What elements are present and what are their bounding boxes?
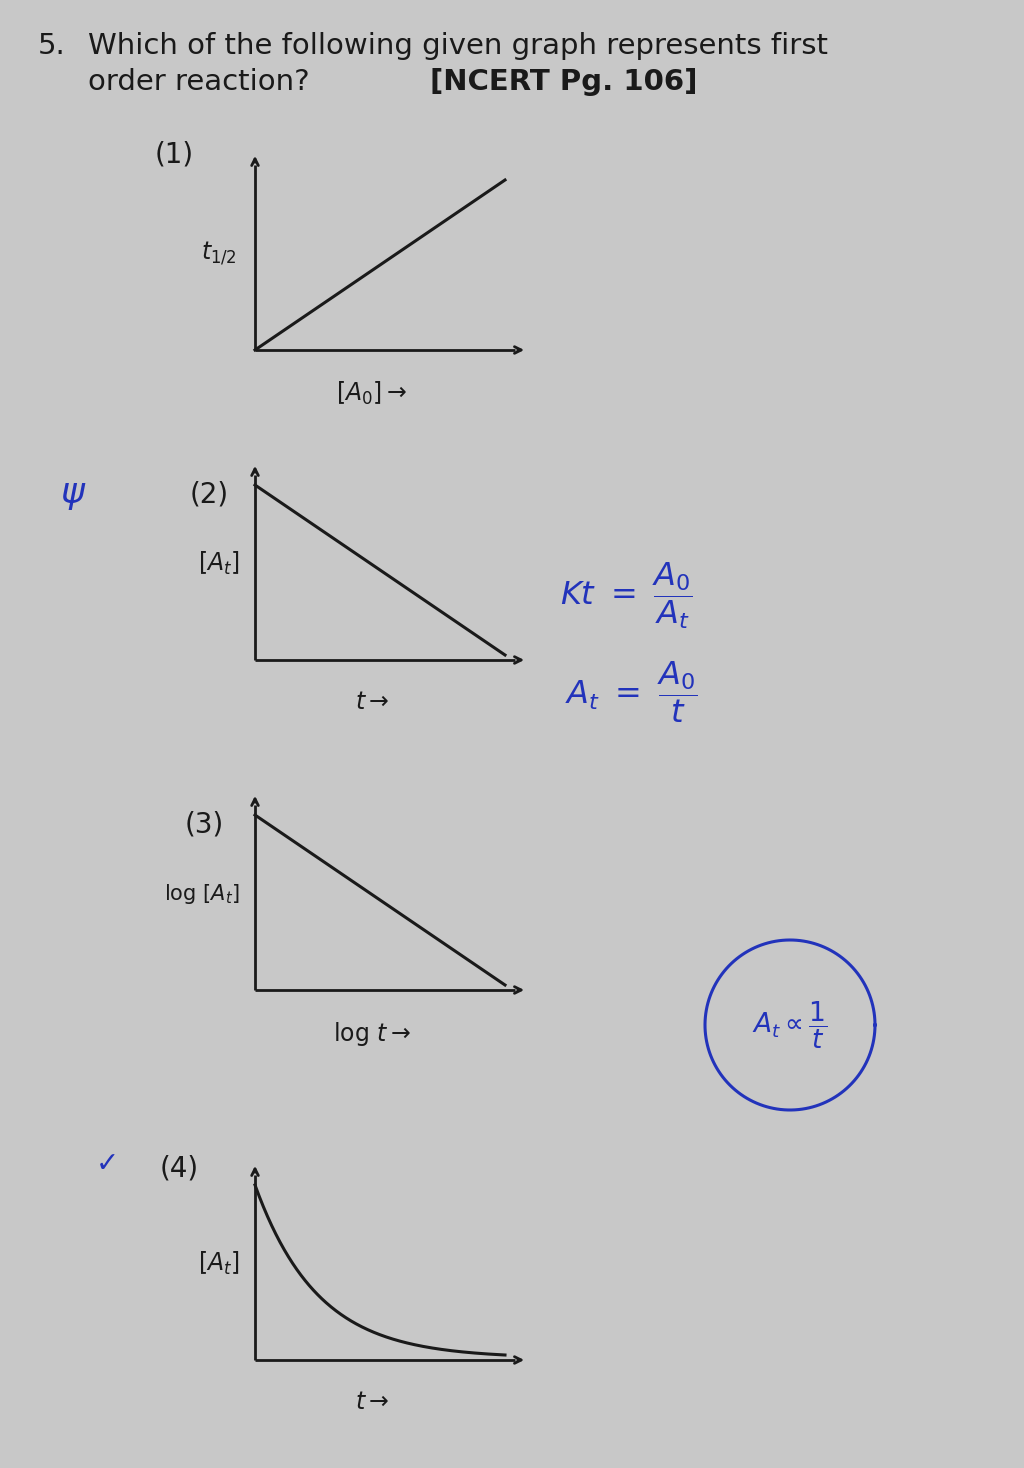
Text: $Kt\ =\ \dfrac{A_0}{A_t}$: $Kt\ =\ \dfrac{A_0}{A_t}$ [560,559,692,631]
Text: (4): (4) [160,1155,199,1183]
Text: $[A_t]$: $[A_t]$ [199,550,240,577]
Text: $\log\,[A_t]$: $\log\,[A_t]$ [164,882,240,906]
Text: [NCERT Pg. 106]: [NCERT Pg. 106] [430,68,697,95]
Text: (3): (3) [185,810,224,838]
Text: order reaction?: order reaction? [88,68,309,95]
Text: (2): (2) [190,480,229,508]
Text: $\checkmark$: $\checkmark$ [95,1148,116,1176]
Text: $\log\,t \rightarrow$: $\log\,t \rightarrow$ [333,1020,411,1048]
Text: $[A_0] \rightarrow$: $[A_0] \rightarrow$ [337,380,408,407]
Text: $t \rightarrow$: $t \rightarrow$ [354,1390,389,1414]
Text: $t \rightarrow$: $t \rightarrow$ [354,690,389,713]
Text: $A_t\ =\ \dfrac{A_0}{t}$: $A_t\ =\ \dfrac{A_0}{t}$ [565,661,697,725]
Text: $A_t \propto \dfrac{1}{t}$: $A_t \propto \dfrac{1}{t}$ [753,1000,827,1051]
Text: 5.: 5. [38,32,66,60]
Text: Which of the following given graph represents first: Which of the following given graph repre… [88,32,828,60]
Text: $\psi$: $\psi$ [60,479,86,512]
Text: (1): (1) [155,139,195,167]
Text: $[A_t]$: $[A_t]$ [199,1251,240,1277]
Text: $t_{1/2}$: $t_{1/2}$ [202,241,237,267]
